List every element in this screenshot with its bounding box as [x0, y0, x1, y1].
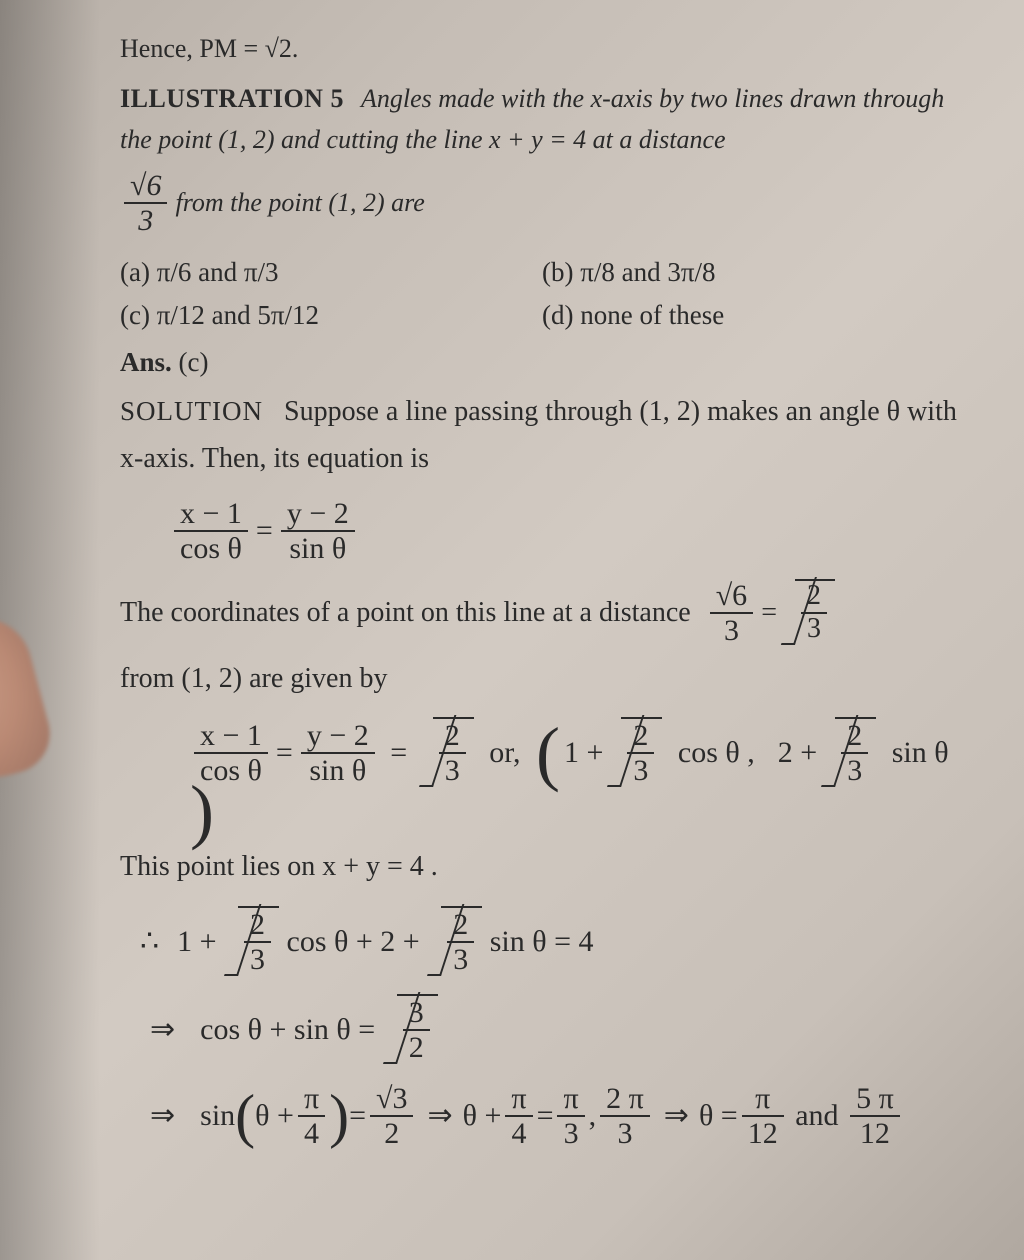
or-text: or, [489, 733, 520, 772]
coord-text-1: The coordinates of a point on this line … [120, 589, 691, 637]
implies-1: ⇒ [150, 1012, 175, 1048]
equals-1: = [256, 511, 273, 550]
paren-r-2: ) [329, 1101, 349, 1131]
distance-fraction: √6 3 [124, 169, 167, 237]
solution-label: SOLUTION [120, 396, 263, 426]
coord-dist-frac: √6 3 [710, 579, 753, 647]
solution-intro: SOLUTION Suppose a line passing through … [120, 388, 964, 483]
step-3: ⇒ sin ( θ + π 4 ) = √3 2 ⇒ θ + π 4 = π 3… [140, 1082, 964, 1150]
eq2-sqrt-frac: 2 3 [439, 719, 466, 787]
step1-post: sin θ = 4 [490, 924, 594, 960]
lies-on-line: This point lies on x + y = 4 . [120, 843, 964, 891]
coordinates-text: The coordinates of a point on this line … [120, 579, 964, 647]
point-x-1: 1 + [564, 733, 603, 772]
option-d: (d) none of these [542, 294, 964, 337]
eq1-right-frac: y − 2 sin θ [281, 497, 355, 565]
step2-lhs: cos θ + sin θ = [200, 1012, 375, 1048]
step3-val2-frac: 2 π 3 [600, 1082, 650, 1150]
eq1-left-frac: x − 1 cos θ [174, 497, 248, 565]
option-b: (b) π/8 and 3π/8 [542, 251, 964, 294]
answer-label: Ans. [120, 347, 172, 377]
step1-frac-b: 2 3 [447, 908, 474, 976]
intro-line: Hence, PM = √2. [120, 28, 964, 70]
implies-4: ⇒ [664, 1098, 689, 1134]
step3-res1-frac: π 12 [742, 1082, 784, 1150]
sqrt-eq2: 2 3 [419, 717, 474, 789]
equation-2: x − 1 cos θ = y − 2 sin θ = 2 3 or, ( 1 … [190, 717, 964, 829]
coord-text-2: from (1, 2) are given by [120, 663, 387, 694]
equals-2: = [761, 589, 777, 637]
illustration-distance-line: √6 3 from the point (1, 2) are [120, 169, 964, 237]
step1-mid: cos θ + 2 + [287, 924, 420, 960]
sqrt-s2: 3 2 [383, 994, 438, 1066]
step3-sin: sin [200, 1098, 235, 1134]
step3-res2-frac: 5 π 12 [850, 1082, 900, 1150]
sqrt-s1a: 2 3 [224, 906, 279, 978]
options-grid: (a) π/6 and π/3 (b) π/8 and 3π/8 (c) π/1… [120, 251, 964, 337]
step-1: ∴ 1 + 2 3 cos θ + 2 + 2 3 sin θ = 4 [140, 906, 964, 978]
sqrt-2-3: 2 3 [781, 579, 835, 647]
step1-pre: 1 + [177, 924, 216, 960]
paren-left: ( [536, 735, 560, 771]
answer-value: (c) [179, 347, 209, 377]
point-x-frac: 2 3 [627, 719, 654, 787]
coord-sqrt-frac: 2 3 [801, 581, 827, 645]
step3-pi4-frac: π 4 [505, 1082, 532, 1150]
illustration-block: ILLUSTRATION 5 Angles made with the x-ax… [120, 78, 964, 161]
thumb-shadow [0, 607, 59, 793]
lies-on-text: This point lies on x + y = 4 . [120, 851, 438, 882]
point-y-2: sin θ [892, 733, 949, 772]
textbook-page: Hence, PM = √2. ILLUSTRATION 5 Angles ma… [120, 28, 964, 1150]
implies-3: ⇒ [427, 1098, 452, 1134]
illustration-text-2: from the point (1, 2) are [175, 182, 424, 224]
option-a: (a) π/6 and π/3 [120, 251, 542, 294]
intro-text: Hence, PM = √2. [120, 34, 298, 63]
sqrt-py: 2 3 [821, 717, 876, 789]
step2-frac: 3 2 [403, 996, 430, 1064]
step3-arg-frac: π 4 [298, 1082, 325, 1150]
step3-eq1-frac: √3 2 [370, 1082, 413, 1150]
point-y-1: 2 + [778, 733, 817, 772]
coord-text-2-line: from (1, 2) are given by [120, 655, 964, 703]
option-c: (c) π/12 and 5π/12 [120, 294, 542, 337]
sqrt-px: 2 3 [607, 717, 662, 789]
answer-line: Ans. (c) [120, 347, 964, 378]
step1-frac-a: 2 3 [244, 908, 271, 976]
and-text: and [795, 1098, 838, 1134]
illustration-label: ILLUSTRATION 5 [120, 84, 344, 113]
paren-right: ) [190, 793, 214, 829]
eq2-frac-2: y − 2 sin θ [301, 719, 375, 787]
step3-theta: θ + [255, 1098, 294, 1134]
step3-theta-2: θ + [463, 1098, 502, 1134]
paren-l-2: ( [235, 1101, 255, 1131]
equation-1: x − 1 cos θ = y − 2 sin θ [170, 497, 964, 565]
step3-val1-frac: π 3 [557, 1082, 584, 1150]
step-2: ⇒ cos θ + sin θ = 3 2 [140, 994, 964, 1066]
therefore-symbol: ∴ [140, 924, 159, 960]
point-y-frac: 2 3 [841, 719, 868, 787]
point-x-2: cos θ , [678, 733, 755, 772]
sqrt-s1b: 2 3 [427, 906, 482, 978]
implies-2: ⇒ [150, 1098, 175, 1134]
